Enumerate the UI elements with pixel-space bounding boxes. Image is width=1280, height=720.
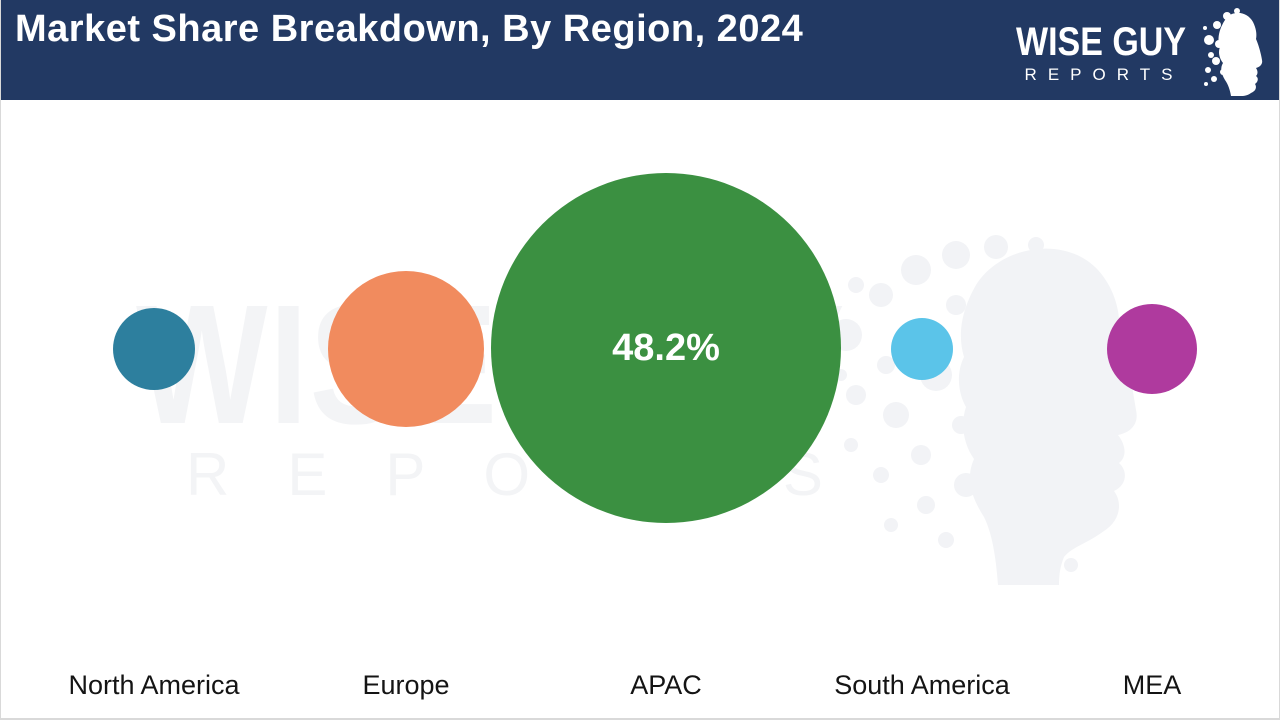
category-label-apac: APAC: [630, 670, 702, 700]
logo-text: WISE GUY REPORTS: [1001, 22, 1201, 83]
bubble-value-label-apac: 48.2%: [612, 326, 720, 369]
bubble-mea[interactable]: [1107, 304, 1197, 394]
logo-tagline: REPORTS: [1024, 64, 1184, 84]
bubble-north-america[interactable]: [113, 308, 195, 390]
wise-guy-head-icon: [1203, 8, 1263, 96]
bubble-south-america[interactable]: [891, 318, 953, 380]
header-bar: Market Share Breakdown, By Region, 2024 …: [1, 0, 1279, 100]
logo-wordmark: WISE GUY: [1015, 19, 1186, 64]
category-label-south-america: South America: [834, 670, 1010, 700]
bubble-apac[interactable]: 48.2%: [491, 173, 841, 523]
category-label-europe: Europe: [362, 670, 450, 700]
category-label-north-america: North America: [68, 670, 240, 700]
category-label-mea: MEA: [1122, 670, 1182, 700]
bubble-europe[interactable]: [328, 271, 484, 427]
brand-logo: WISE GUY REPORTS: [1001, 8, 1265, 96]
watermark-head-icon: [830, 235, 1137, 585]
bubble-chart: WISE GUY REPORTS 48.2% North AmericaEuro…: [1, 100, 1279, 718]
page-title: Market Share Breakdown, By Region, 2024: [15, 8, 804, 50]
